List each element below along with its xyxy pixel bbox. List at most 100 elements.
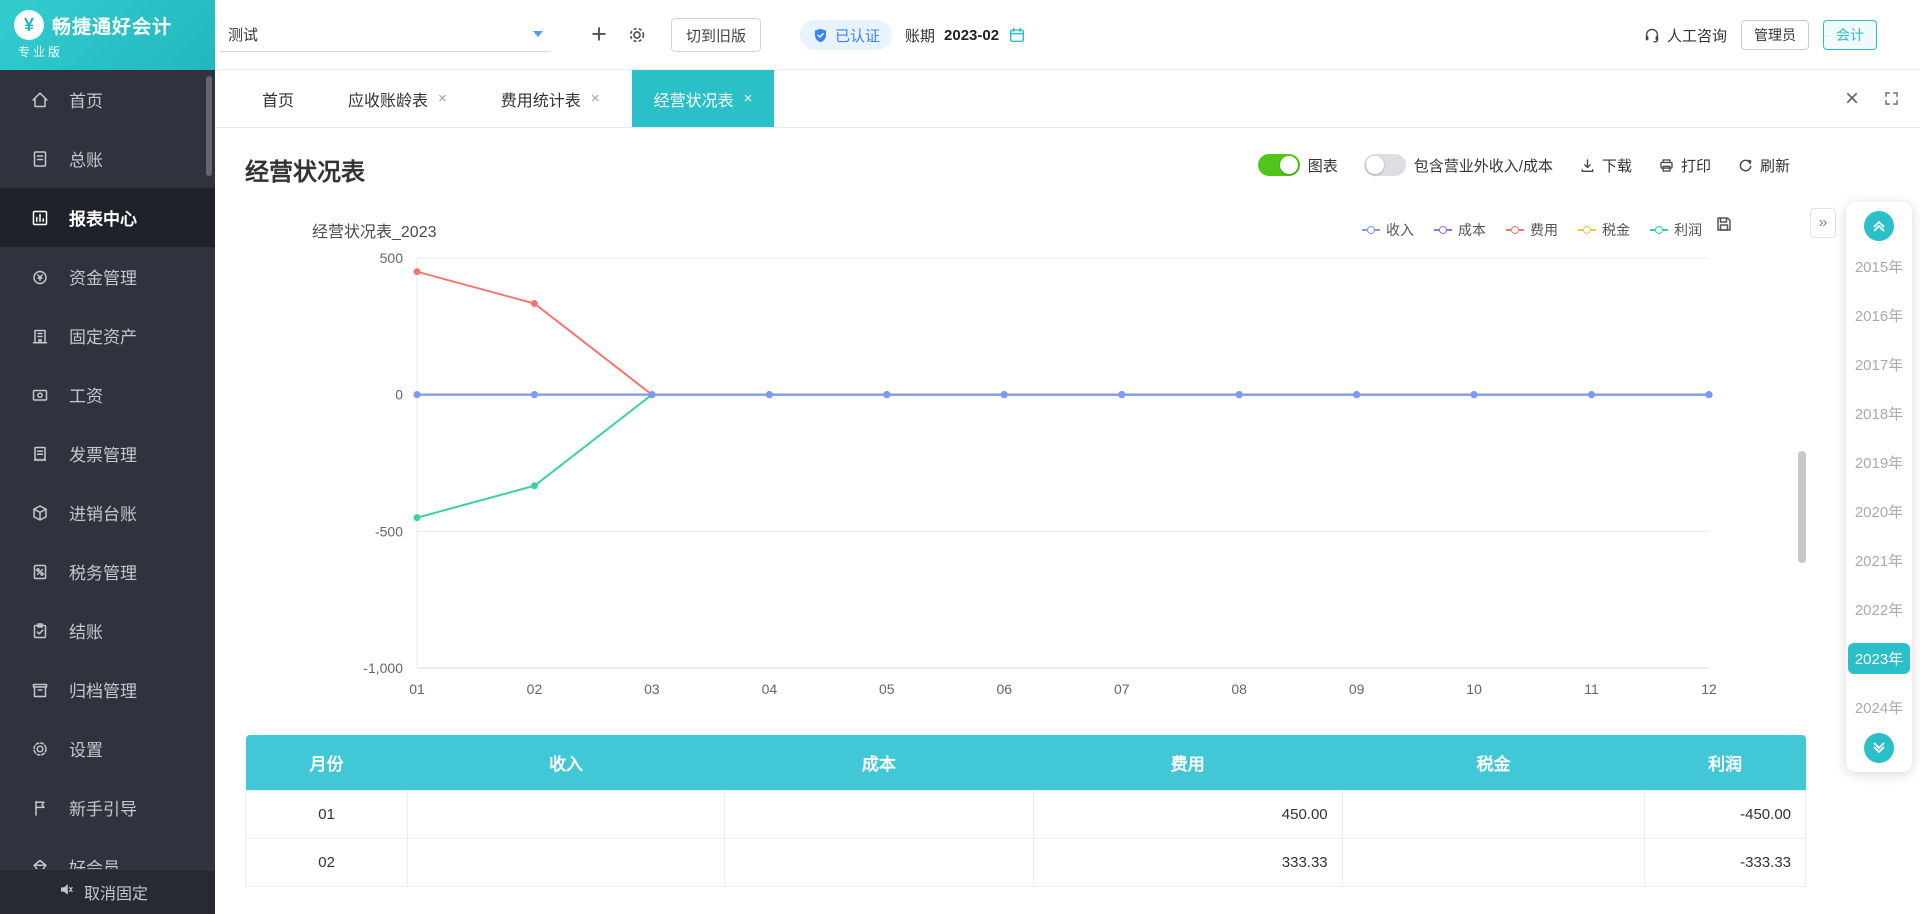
brand-subtitle: 专业版 — [18, 45, 64, 59]
year-item[interactable]: 2024年 — [1854, 700, 1904, 717]
download-icon — [1581, 158, 1594, 172]
sidebar-item-stock[interactable]: 进销台账 — [0, 483, 215, 542]
legend-item[interactable]: 收入 — [1362, 220, 1414, 240]
sidebar-item-label: 新手引导 — [69, 800, 137, 819]
settings-icon — [30, 739, 50, 759]
years-down-button[interactable] — [1864, 733, 1894, 763]
legend-marker-icon — [1578, 226, 1596, 234]
sidebar-item-label: 资金管理 — [69, 269, 137, 288]
refresh-icon — [1739, 159, 1752, 171]
sidebar-item-label: 进销台账 — [69, 505, 137, 524]
sidebar-item-home[interactable]: 首页 — [0, 70, 215, 129]
year-item[interactable]: 2021年 — [1854, 553, 1904, 570]
consult-button[interactable]: 人工咨询 — [1643, 25, 1727, 46]
accounting-period[interactable]: 账期 2023-02 — [905, 20, 1026, 50]
admin-button[interactable]: 管理员 — [1741, 20, 1809, 50]
legend-item[interactable]: 成本 — [1434, 220, 1486, 240]
sidebar-item-fund[interactable]: 资金管理 — [0, 247, 215, 306]
topbar: 测试 + 切到旧版 已认证 账期 2023-02 人工咨询 管理员 会计 — [215, 0, 1920, 70]
sidebar-scrollbar-thumb[interactable] — [206, 76, 212, 176]
table-row[interactable]: 01 450.00 -450.00 — [244, 789, 1806, 839]
home-icon — [30, 90, 50, 110]
legend-marker-icon — [1434, 226, 1452, 234]
tab-label: 费用统计表 — [500, 92, 581, 110]
svg-text:04: 04 — [762, 681, 778, 697]
certified-label: 已认证 — [835, 27, 881, 45]
tabbar: 首页 应收账龄表 × 费用统计表 × 经营状况表 × × — [215, 70, 1920, 128]
sidebar-item-closing[interactable]: 结账 — [0, 601, 215, 660]
svg-text:11: 11 — [1584, 681, 1599, 697]
sidebar-item-report[interactable]: 报表中心 — [0, 188, 215, 247]
close-icon[interactable]: × — [590, 90, 600, 107]
company-name: 测试 — [228, 26, 259, 44]
svg-text:500: 500 — [380, 250, 404, 266]
download-button[interactable]: 下载 — [1579, 155, 1632, 176]
accountant-button[interactable]: 会计 — [1823, 20, 1877, 50]
tab-item-3[interactable]: 经营状况表 × — [631, 70, 775, 127]
sidebar: ¥ 畅捷通好会计 专业版 首页 总账 报表中心 资金管理 固定资产 工资 发票管理 进销台账税… — [0, 0, 215, 914]
tab-actions: × — [1845, 70, 1920, 127]
legend-label: 成本 — [1458, 222, 1486, 238]
tab-item-2[interactable]: 费用统计表 × — [479, 70, 622, 127]
tab-item-0[interactable]: 首页 — [240, 70, 316, 127]
year-item[interactable]: 2015年 — [1854, 259, 1904, 276]
table-cell — [407, 837, 725, 887]
collapse-year-panel-button[interactable]: » — [1810, 208, 1836, 238]
chart-toggle-group: 图表 — [1257, 154, 1338, 176]
unpin-button[interactable]: 取消固定 — [0, 869, 215, 914]
guide-icon — [30, 798, 50, 818]
close-icon[interactable]: × — [743, 90, 753, 107]
nonop-toggle[interactable] — [1363, 154, 1406, 176]
legend-item[interactable]: 税金 — [1578, 220, 1630, 240]
year-list: 2015年 2016年 2017年 2018年 2019年 2020年 2021年 2022年… — [1846, 241, 1912, 733]
chart-title: 经营状况表_2023 — [312, 224, 437, 241]
sidebar-item-member[interactable]: 好会员 — [0, 837, 215, 869]
table-header-cell: 税金 — [1342, 735, 1645, 790]
gear-icon[interactable] — [627, 25, 647, 45]
year-item[interactable]: 2016年 — [1854, 308, 1904, 325]
svg-text:05: 05 — [879, 681, 895, 697]
print-button[interactable]: 打印 — [1658, 155, 1711, 176]
year-item[interactable]: 2019年 — [1854, 455, 1904, 472]
certified-badge[interactable]: 已认证 — [800, 20, 893, 50]
table-cell — [723, 837, 1034, 887]
legend-label: 税金 — [1602, 222, 1630, 238]
sidebar-item-asset[interactable]: 固定资产 — [0, 306, 215, 365]
year-item[interactable]: 2022年 — [1854, 602, 1904, 619]
refresh-button[interactable]: 刷新 — [1737, 155, 1790, 176]
fullscreen-icon[interactable] — [1883, 90, 1900, 107]
year-item[interactable]: 2018年 — [1854, 406, 1904, 423]
sidebar-item-salary[interactable]: 工资 — [0, 365, 215, 424]
close-tab-icon[interactable]: × — [1844, 84, 1859, 112]
chart-toggle[interactable] — [1257, 154, 1300, 176]
save-chart-icon[interactable] — [1714, 214, 1734, 234]
sidebar-item-label: 工资 — [69, 387, 103, 406]
sidebar-item-tax[interactable]: 税务管理 — [0, 542, 215, 601]
nonop-toggle-label: 包含营业外收入/成本 — [1413, 157, 1553, 175]
legend-item[interactable]: 费用 — [1506, 220, 1558, 240]
sidebar-item-guide[interactable]: 新手引导 — [0, 778, 215, 837]
year-item[interactable]: 2023年 — [1846, 635, 1912, 682]
table-cell: 333.33 — [1032, 837, 1343, 887]
table-cell — [723, 789, 1034, 839]
legend-marker-icon — [1506, 226, 1524, 234]
years-up-button[interactable] — [1864, 211, 1894, 241]
year-item[interactable]: 2020年 — [1854, 504, 1904, 521]
year-item[interactable]: 2017年 — [1854, 357, 1904, 374]
tab-item-1[interactable]: 应收账龄表 × — [326, 70, 469, 127]
sidebar-item-ledger[interactable]: 总账 — [0, 129, 215, 188]
sidebar-item-archive[interactable]: 归档管理 — [0, 660, 215, 719]
close-icon[interactable]: × — [438, 90, 447, 107]
sidebar-item-invoice[interactable]: 发票管理 — [0, 424, 215, 483]
sidebar-item-label: 税务管理 — [69, 564, 137, 583]
main-content: 经营状况表 图表 包含营业外收入/成本 下载 打印 刷新 — [215, 128, 1920, 914]
sidebar-item-settings[interactable]: 设置 — [0, 719, 215, 778]
legend-item[interactable]: 利润 — [1650, 220, 1702, 240]
tab-list: 首页 应收账龄表 × 费用统计表 × 经营状况表 × — [215, 70, 784, 127]
table-row[interactable]: 02 333.33 -333.33 — [244, 837, 1806, 887]
switch-old-version-button[interactable]: 切到旧版 — [671, 18, 762, 52]
company-select[interactable]: 测试 — [220, 17, 551, 52]
content-scrollbar-thumb[interactable] — [1798, 451, 1806, 563]
add-button[interactable]: + — [583, 16, 615, 52]
sidebar-menu: 首页 总账 报表中心资金管理固定资产工资发票管理进销台账税务管理结账 归档管理 设置新手… — [0, 70, 215, 869]
